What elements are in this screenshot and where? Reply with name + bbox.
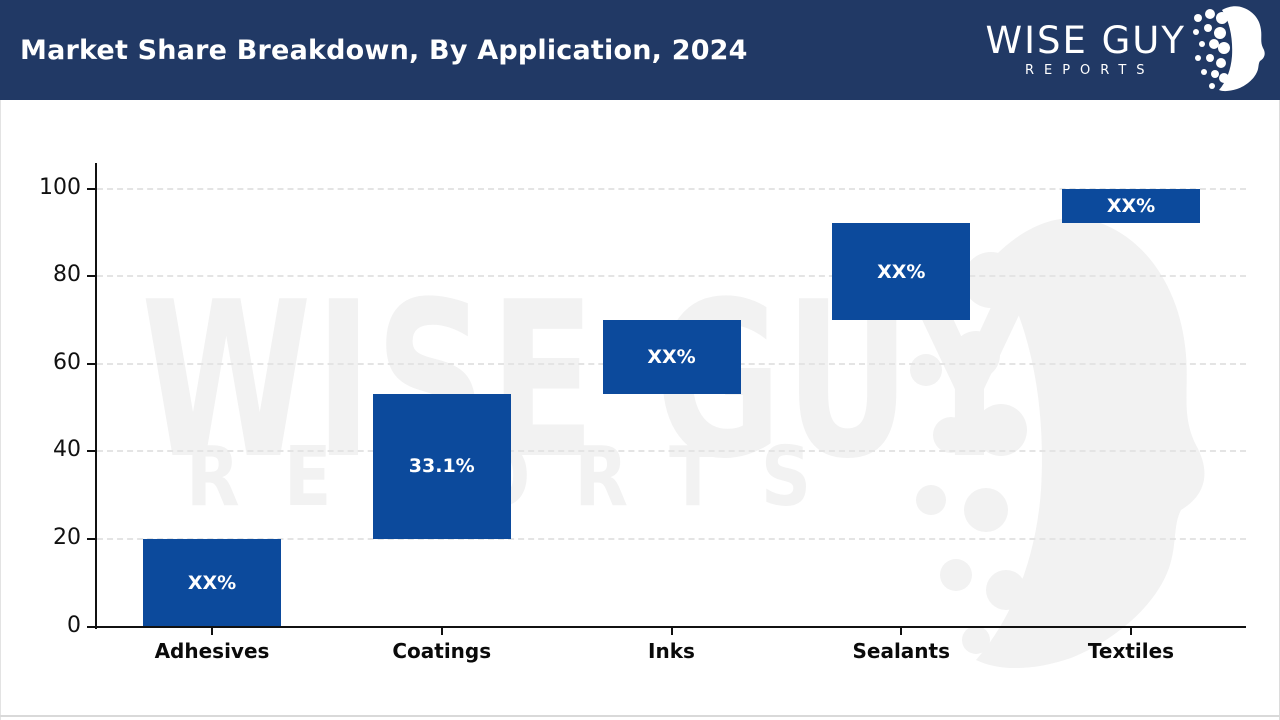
y-axis xyxy=(95,163,97,629)
y-tick-label: 20 xyxy=(53,524,81,550)
y-tick-label: 0 xyxy=(67,612,81,638)
x-axis xyxy=(95,625,1246,628)
gridline xyxy=(97,187,1246,190)
gridline xyxy=(97,537,1246,540)
x-tick xyxy=(440,627,443,635)
bar: XX% xyxy=(143,538,281,627)
x-tick xyxy=(1130,627,1132,635)
x-axis-label: Coatings xyxy=(392,638,492,663)
bar-value-label: XX% xyxy=(1106,194,1156,217)
header-bar: Market Share Breakdown, By Application, … xyxy=(0,0,1280,100)
y-tick-label: 100 xyxy=(39,174,81,200)
bar: XX% xyxy=(1062,188,1200,223)
y-tick xyxy=(87,625,95,628)
y-tick xyxy=(87,275,95,278)
bar: 33.1% xyxy=(372,394,511,539)
x-axis-label: Sealants xyxy=(852,638,951,663)
y-tick-label: 60 xyxy=(53,349,81,375)
y-tick xyxy=(87,362,95,365)
gridline xyxy=(97,275,1246,278)
x-tick xyxy=(211,627,213,635)
logo-subtitle: REPORTS xyxy=(1024,62,1155,78)
watermark-subtext: REPORTS xyxy=(186,430,856,525)
page-title: Market Share Breakdown, By Application, … xyxy=(20,34,748,66)
logo-face-icon xyxy=(1193,6,1265,92)
logo-wordmark: WISE GUY xyxy=(985,19,1186,63)
bar: XX% xyxy=(832,222,971,321)
bar-value-label: XX% xyxy=(187,571,237,594)
x-axis-label: Adhesives xyxy=(154,638,270,663)
x-tick xyxy=(670,627,673,635)
chart-area: WISE GUY REPORTS 0 20 40 60 80 100 XX% Adhesive… xyxy=(0,100,1280,720)
bar-value-label: 33.1% xyxy=(408,455,475,478)
wise-guy-reports-logo: WISE GUY REPORTS xyxy=(986,0,1266,100)
x-tick xyxy=(900,627,903,635)
y-tick-label: 80 xyxy=(53,262,81,288)
bar-value-label: XX% xyxy=(877,260,926,283)
logo-text: WISE GUY REPORTS xyxy=(985,19,1186,78)
page-bottom-divider xyxy=(0,715,1280,717)
y-tick xyxy=(87,187,95,190)
y-tick xyxy=(87,537,95,540)
y-tick-label: 40 xyxy=(53,437,81,463)
bar-value-label: XX% xyxy=(647,346,696,369)
gridline xyxy=(97,450,1246,453)
x-axis-label: Inks xyxy=(648,638,695,663)
y-tick xyxy=(87,450,95,453)
x-axis-label: Textiles xyxy=(1087,638,1175,663)
bar: XX% xyxy=(602,320,741,395)
